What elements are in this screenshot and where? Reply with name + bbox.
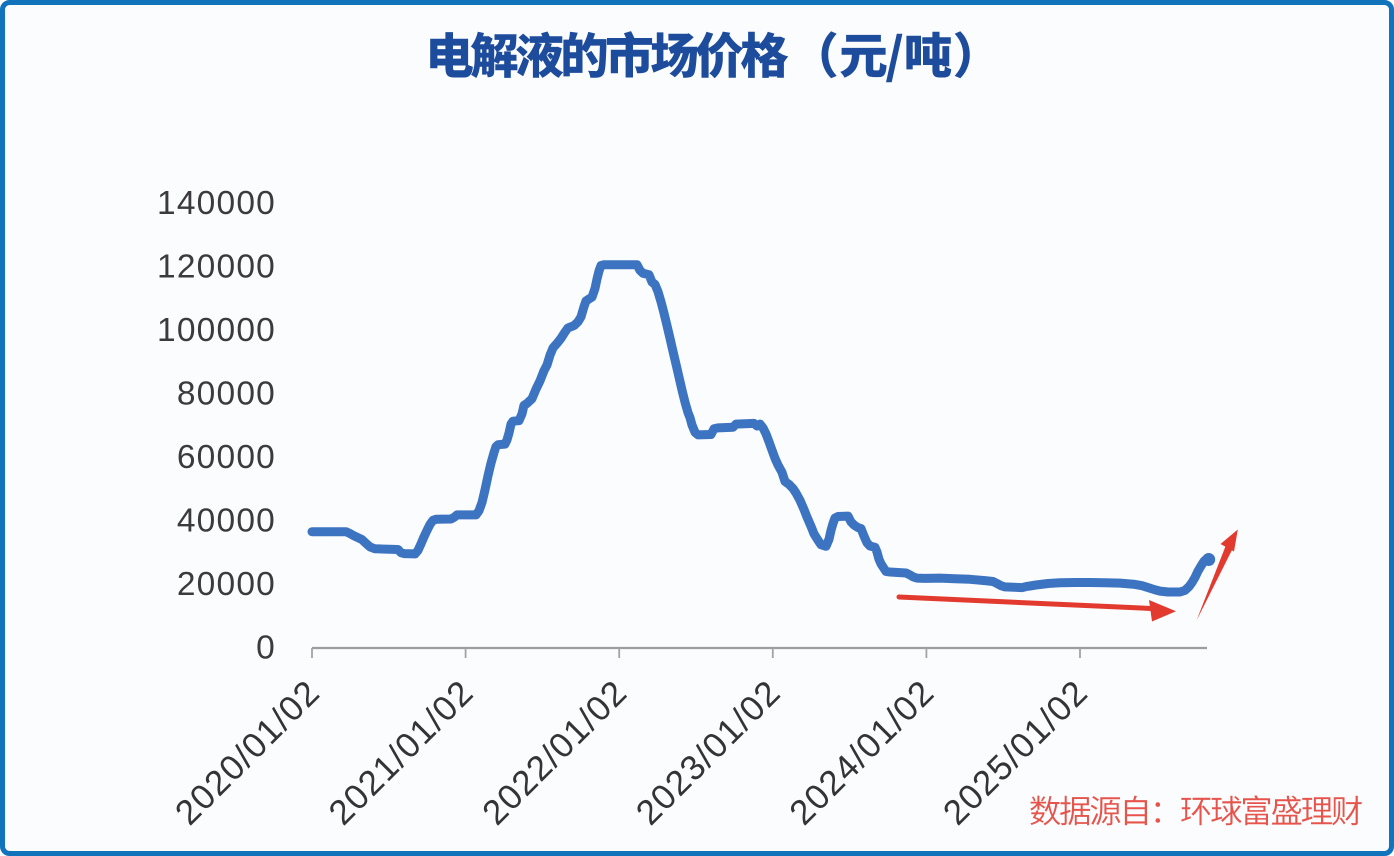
svg-text:120000: 120000	[157, 248, 276, 285]
svg-text:60000: 60000	[177, 439, 276, 476]
svg-text:100000: 100000	[157, 312, 276, 349]
svg-text:80000: 80000	[177, 375, 276, 412]
svg-text:140000: 140000	[157, 185, 276, 222]
svg-text:40000: 40000	[177, 502, 276, 539]
svg-text:0: 0	[256, 629, 276, 666]
svg-text:20000: 20000	[177, 566, 276, 603]
